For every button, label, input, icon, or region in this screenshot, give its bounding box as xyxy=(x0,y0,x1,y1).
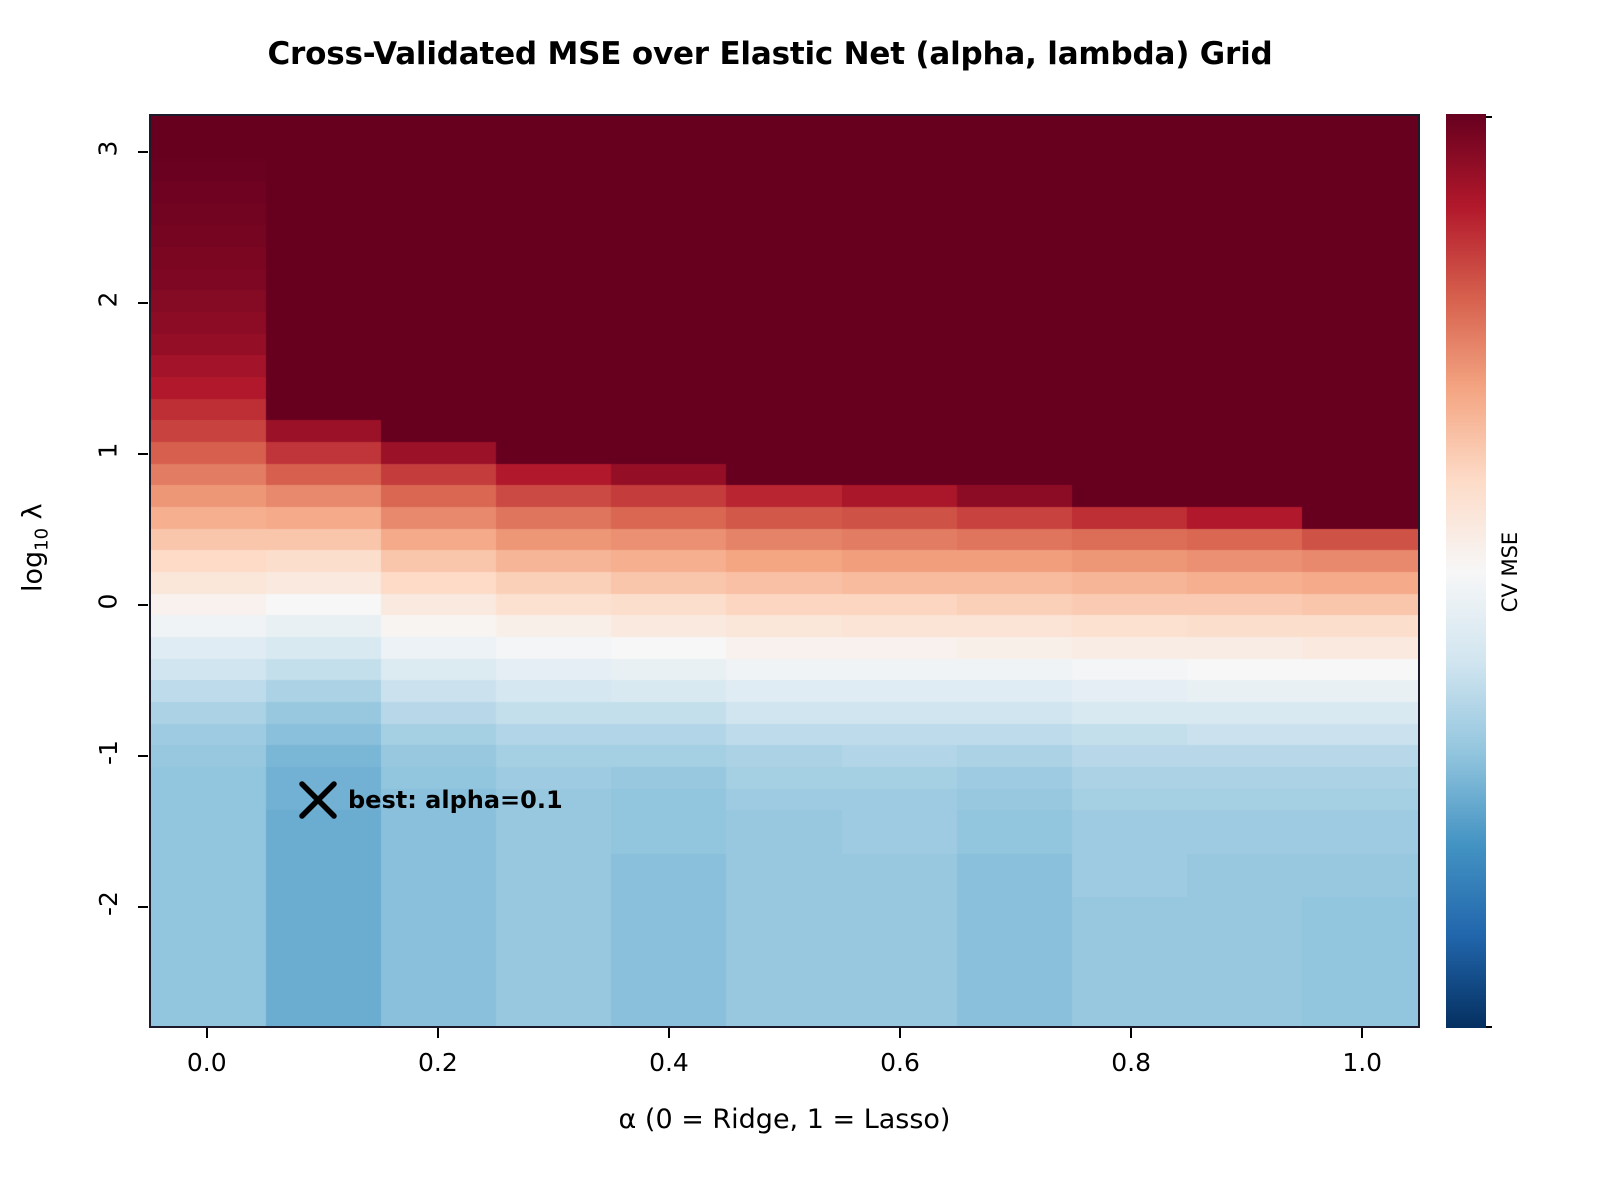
x-tick-mark xyxy=(205,1028,208,1038)
x-tick-mark xyxy=(899,1028,902,1038)
x-tick-label: 0.8 xyxy=(1111,1048,1151,1077)
colorbar xyxy=(1446,114,1486,1028)
y-tick-mark xyxy=(138,301,148,305)
y-tick-label: -2 xyxy=(88,889,128,918)
x-tick-label: 1.0 xyxy=(1342,1048,1383,1077)
heatmap-plot-area[interactable] xyxy=(149,114,1420,1028)
y-tick-label: 1 xyxy=(88,436,128,465)
x-tick-mark xyxy=(1361,1028,1364,1038)
y-tick-label-text: 2 xyxy=(93,291,123,308)
x-axis-label: α (0 = Ridge, 1 = Lasso) xyxy=(618,1104,951,1135)
y-axis-label-sub: 10 xyxy=(31,527,53,551)
y-axis-label-main: log xyxy=(17,550,49,593)
best-point-x-marker xyxy=(297,779,339,821)
x-tick-label: 0.4 xyxy=(649,1048,689,1077)
y-tick-label-text: -2 xyxy=(93,891,123,917)
best-point-label: best: alpha=0.1 xyxy=(348,786,563,814)
y-tick-label: 0 xyxy=(88,587,128,616)
y-tick-label-text: -1 xyxy=(93,740,123,766)
colorbar-tick-top xyxy=(1486,116,1492,118)
y-tick-mark xyxy=(138,755,148,758)
y-tick-mark xyxy=(138,603,148,607)
y-tick-label-text: 1 xyxy=(93,442,123,459)
y-tick-mark xyxy=(138,150,148,153)
y-tick-label: 3 xyxy=(88,134,128,163)
x-tick-label: 0.6 xyxy=(880,1048,920,1077)
y-tick-label: -1 xyxy=(88,738,128,767)
heatmap-image xyxy=(151,116,1418,1026)
x-tick-mark xyxy=(436,1028,440,1038)
colorbar-label: CV MSE xyxy=(1498,531,1522,613)
x-tick-mark xyxy=(667,1028,671,1038)
x-tick-mark xyxy=(1130,1028,1133,1038)
colorbar-gradient xyxy=(1446,114,1486,1028)
x-tick-label: 0.2 xyxy=(417,1048,458,1077)
y-tick-label-text: 3 xyxy=(93,140,123,157)
x-tick-label: 0.0 xyxy=(186,1048,227,1077)
y-tick-label-text: 0 xyxy=(93,593,123,610)
chart-title: Cross-Validated MSE over Elastic Net (al… xyxy=(267,36,1273,72)
y-axis-label-tail: λ xyxy=(17,503,49,528)
y-tick-label: 2 xyxy=(88,285,128,314)
y-tick-mark xyxy=(138,906,148,909)
colorbar-tick-bottom xyxy=(1486,1026,1492,1028)
y-axis-label: log10 λ xyxy=(17,348,52,748)
y-tick-mark xyxy=(138,452,148,456)
